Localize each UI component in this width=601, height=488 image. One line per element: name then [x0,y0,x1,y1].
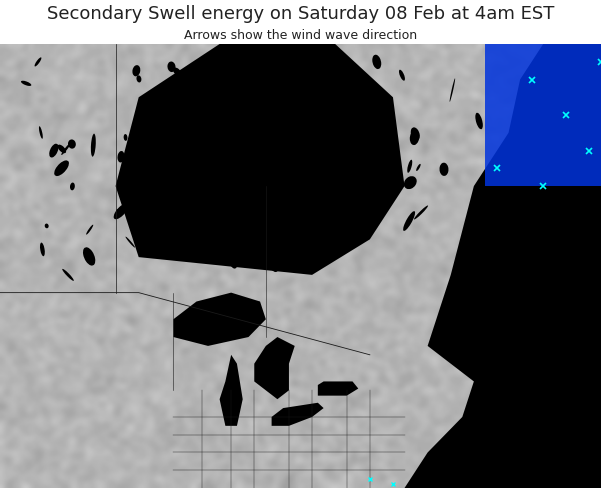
Ellipse shape [170,145,180,164]
Ellipse shape [283,205,286,219]
Ellipse shape [191,125,204,138]
Ellipse shape [212,140,218,147]
Polygon shape [272,403,323,426]
Ellipse shape [278,200,286,219]
Ellipse shape [63,269,74,281]
Ellipse shape [287,169,299,185]
Ellipse shape [414,206,428,220]
Ellipse shape [124,135,127,142]
Ellipse shape [260,207,269,221]
Ellipse shape [352,196,361,213]
Polygon shape [219,355,243,426]
Ellipse shape [208,80,210,92]
Ellipse shape [91,134,96,157]
Polygon shape [404,45,601,488]
Ellipse shape [21,81,31,87]
Polygon shape [254,337,294,399]
Ellipse shape [39,127,43,140]
Ellipse shape [61,144,70,156]
Ellipse shape [127,154,135,165]
Polygon shape [115,45,404,275]
Ellipse shape [44,224,49,229]
Ellipse shape [274,188,280,202]
Ellipse shape [147,232,156,244]
Polygon shape [173,293,266,346]
Ellipse shape [116,210,120,216]
Ellipse shape [276,124,283,133]
Ellipse shape [410,128,419,142]
Ellipse shape [372,56,381,70]
Ellipse shape [208,127,218,151]
Ellipse shape [208,102,219,114]
Ellipse shape [35,58,41,67]
Polygon shape [318,382,358,396]
Ellipse shape [202,63,210,73]
Ellipse shape [410,131,419,146]
Ellipse shape [375,112,383,121]
Ellipse shape [168,62,175,73]
Ellipse shape [439,163,448,177]
Ellipse shape [374,204,382,221]
Ellipse shape [331,94,346,100]
Ellipse shape [374,105,384,110]
Ellipse shape [54,161,69,177]
Ellipse shape [404,177,416,190]
Ellipse shape [117,152,124,163]
Ellipse shape [68,140,76,149]
Ellipse shape [157,198,164,208]
Ellipse shape [269,261,278,272]
Ellipse shape [58,145,66,154]
Ellipse shape [240,179,245,187]
Ellipse shape [399,71,405,81]
Ellipse shape [126,237,135,248]
Ellipse shape [114,204,129,220]
Ellipse shape [132,66,140,77]
Ellipse shape [364,137,377,152]
Ellipse shape [450,79,455,102]
Text: Arrows show the wind wave direction: Arrows show the wind wave direction [184,28,417,41]
Ellipse shape [173,68,182,77]
Ellipse shape [343,87,345,112]
Ellipse shape [196,121,204,134]
Text: Secondary Swell energy on Saturday 08 Feb at 4am EST: Secondary Swell energy on Saturday 08 Fe… [47,5,554,23]
Ellipse shape [129,156,135,171]
Ellipse shape [459,249,474,255]
Ellipse shape [237,120,249,126]
Polygon shape [486,45,601,187]
Ellipse shape [360,223,362,230]
Ellipse shape [230,123,232,130]
Ellipse shape [475,114,483,130]
Ellipse shape [328,165,340,178]
Ellipse shape [136,76,141,83]
Ellipse shape [70,183,75,191]
Ellipse shape [341,197,344,203]
Ellipse shape [160,249,169,258]
Ellipse shape [303,142,314,153]
Ellipse shape [465,236,473,256]
Ellipse shape [308,122,319,137]
Ellipse shape [304,170,314,184]
Ellipse shape [83,248,96,266]
Ellipse shape [86,225,93,235]
Ellipse shape [49,144,58,158]
Ellipse shape [270,158,281,174]
Ellipse shape [463,269,469,274]
Ellipse shape [169,178,186,193]
Ellipse shape [416,164,421,172]
Ellipse shape [407,161,412,173]
Ellipse shape [185,119,191,134]
Ellipse shape [40,243,45,257]
Ellipse shape [230,258,237,269]
Ellipse shape [295,157,302,167]
Ellipse shape [403,212,415,231]
Polygon shape [289,204,335,266]
